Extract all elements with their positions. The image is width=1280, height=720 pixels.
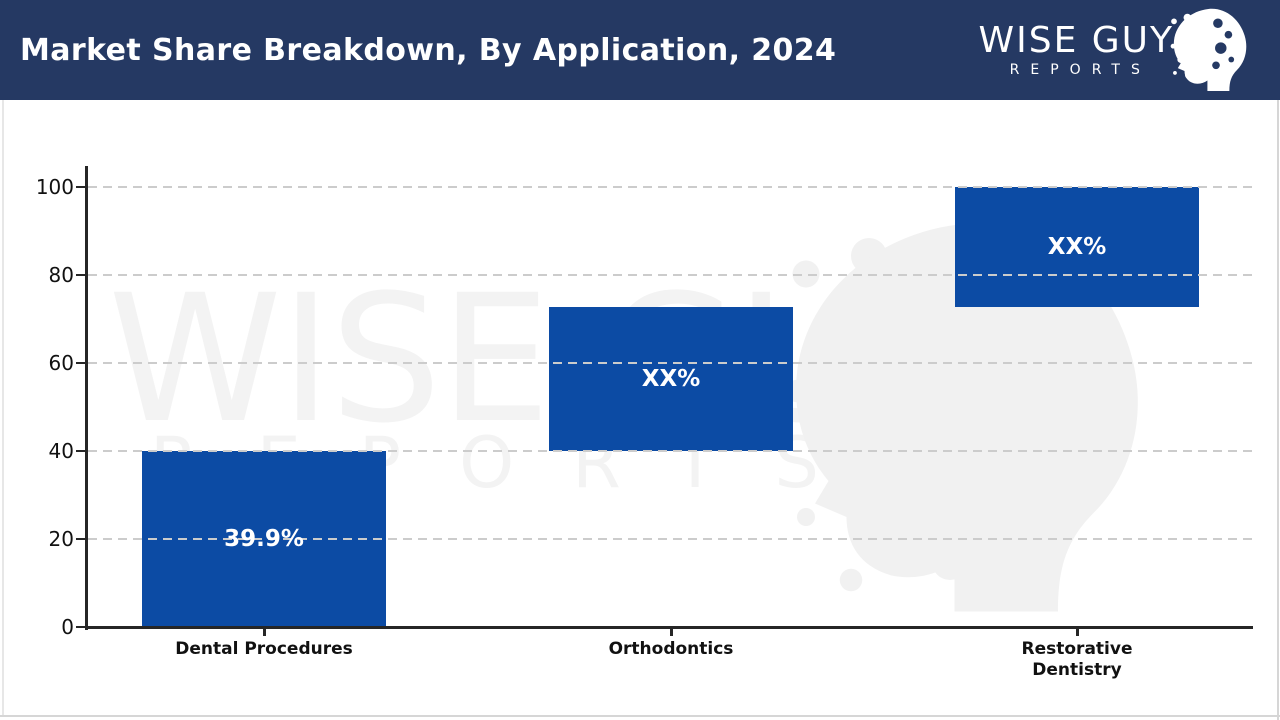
y-axis-line bbox=[85, 166, 88, 630]
y-tick-label: 20 bbox=[48, 527, 74, 551]
logo-subtitle: REPORTS bbox=[1009, 62, 1151, 78]
y-axis-tick bbox=[76, 274, 87, 276]
logo-text: WISE GUY REPORTS bbox=[978, 20, 1175, 78]
bar-value-label: 39.9% bbox=[224, 526, 304, 553]
gridline bbox=[88, 274, 1253, 276]
bar-segment: XX% bbox=[955, 187, 1199, 307]
gridline bbox=[88, 538, 1253, 540]
page-bottom-border bbox=[0, 715, 1280, 717]
x-axis-tick bbox=[1076, 627, 1079, 636]
gridline bbox=[88, 186, 1253, 188]
y-axis-tick bbox=[76, 538, 87, 540]
y-axis-tick bbox=[76, 186, 87, 188]
header-bar: Market Share Breakdown, By Application, … bbox=[0, 0, 1280, 100]
bar-value-label: XX% bbox=[641, 366, 701, 393]
page-title: Market Share Breakdown, By Application, … bbox=[20, 32, 837, 68]
gridline bbox=[88, 362, 1253, 364]
y-tick-label: 80 bbox=[48, 263, 74, 287]
x-category-label: Dental Procedures bbox=[175, 639, 353, 659]
wiseguy-logo: WISE GUY REPORTS bbox=[979, 8, 1265, 92]
gridline bbox=[88, 450, 1253, 452]
y-tick-label: 40 bbox=[48, 439, 74, 463]
y-tick-label: 0 bbox=[61, 615, 74, 639]
x-category-label: Orthodontics bbox=[608, 639, 734, 659]
logo-wordmark: WISE GUY bbox=[978, 20, 1174, 61]
x-axis-tick bbox=[263, 627, 266, 636]
watermark-head-profile-icon bbox=[785, 223, 1138, 612]
x-axis-tick bbox=[670, 627, 673, 636]
page-right-border bbox=[1277, 100, 1279, 720]
y-axis-tick bbox=[76, 362, 87, 364]
x-axis-line bbox=[85, 626, 1253, 629]
x-category-label: Restorative Dentistry bbox=[1021, 639, 1133, 681]
logo-head-profile-icon bbox=[1170, 8, 1247, 92]
page-left-border bbox=[2, 100, 4, 716]
y-tick-label: 60 bbox=[48, 351, 74, 375]
y-tick-label: 100 bbox=[35, 175, 74, 199]
bar-segment: XX% bbox=[549, 306, 793, 452]
bar-value-label: XX% bbox=[1047, 233, 1107, 260]
y-axis-tick bbox=[76, 626, 87, 628]
y-axis-tick bbox=[76, 450, 87, 452]
